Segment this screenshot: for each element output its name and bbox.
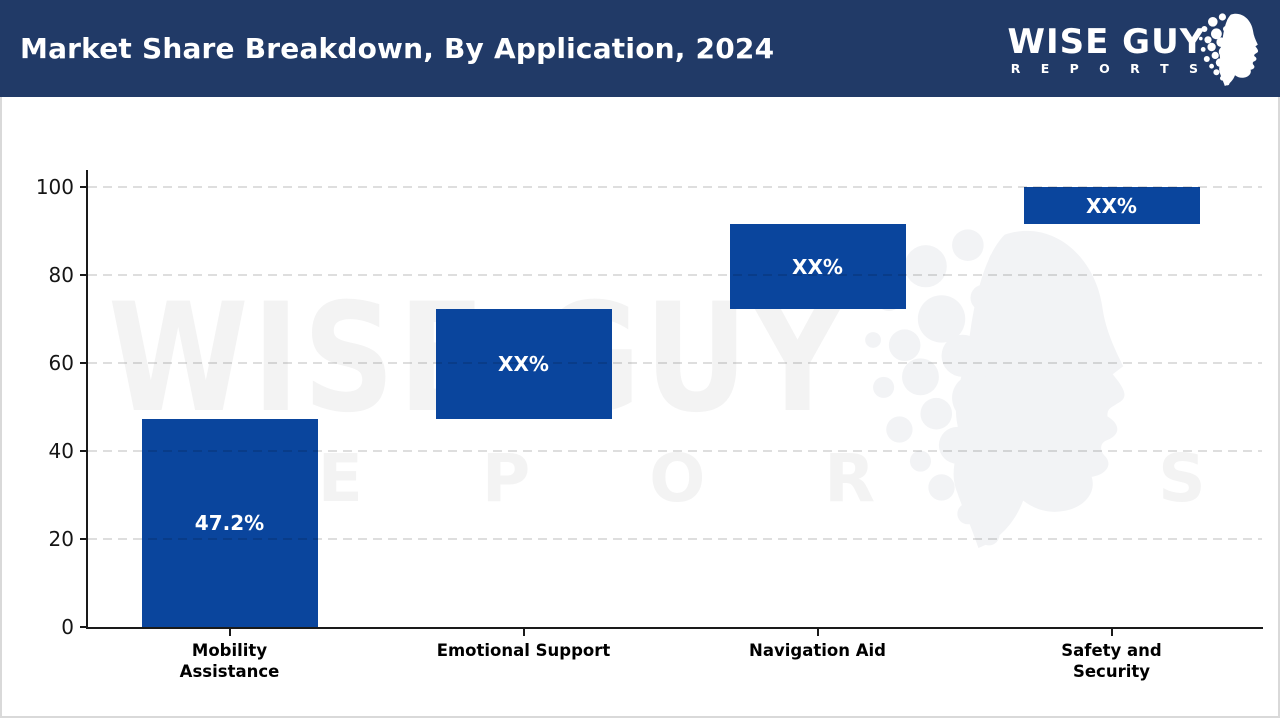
y-tick-label: 60 xyxy=(48,351,74,375)
y-tick-label: 40 xyxy=(48,439,74,463)
y-tick-label: 20 xyxy=(48,527,74,551)
brand-logo: WISE GUY R E P O R T S xyxy=(1007,8,1268,92)
brand-wordmark: WISE GUY R E P O R T S xyxy=(1007,25,1206,76)
gridline xyxy=(88,538,1262,540)
x-tick-mark xyxy=(522,629,525,636)
brand-subtitle: R E P O R T S xyxy=(1010,60,1206,76)
gridline xyxy=(88,274,1262,276)
x-tick-mark xyxy=(1110,629,1113,636)
x-category-label: Emotional Support xyxy=(436,641,611,660)
y-axis-line xyxy=(86,170,88,628)
x-category-label: Navigation Aid xyxy=(749,641,886,660)
y-tick-mark xyxy=(80,186,88,188)
head-profile-icon xyxy=(1199,13,1259,86)
bar-segment xyxy=(141,419,318,627)
y-tick-label: 100 xyxy=(35,175,74,199)
bar-segment xyxy=(1023,187,1200,225)
x-axis-line xyxy=(86,627,1263,629)
y-tick-mark xyxy=(80,274,88,276)
bar-value-label: XX% xyxy=(498,352,549,377)
y-tick-label: 80 xyxy=(48,263,74,287)
y-tick-mark xyxy=(80,538,88,540)
gridline xyxy=(88,450,1262,452)
gridline xyxy=(88,186,1262,188)
x-tick-mark xyxy=(816,629,819,636)
brand-name: WISE GUY xyxy=(1007,21,1206,62)
page-title: Market Share Breakdown, By Application, … xyxy=(20,32,775,65)
x-category-label: Mobility Assistance xyxy=(179,641,280,682)
bar-value-label: XX% xyxy=(1086,193,1137,218)
y-tick-mark xyxy=(80,626,88,628)
bar-value-label: 47.2% xyxy=(194,511,265,536)
gridline xyxy=(88,362,1262,364)
header-bar: Market Share Breakdown, By Application, … xyxy=(0,0,1280,97)
y-tick-mark xyxy=(80,450,88,452)
x-tick-mark xyxy=(228,629,231,636)
y-tick-mark xyxy=(80,362,88,364)
y-tick-label: 0 xyxy=(61,615,74,639)
x-category-label: Safety and Security xyxy=(1061,641,1162,682)
bar-segment xyxy=(729,224,906,309)
bar-value-label: XX% xyxy=(792,254,843,279)
bar-segment xyxy=(435,308,612,420)
